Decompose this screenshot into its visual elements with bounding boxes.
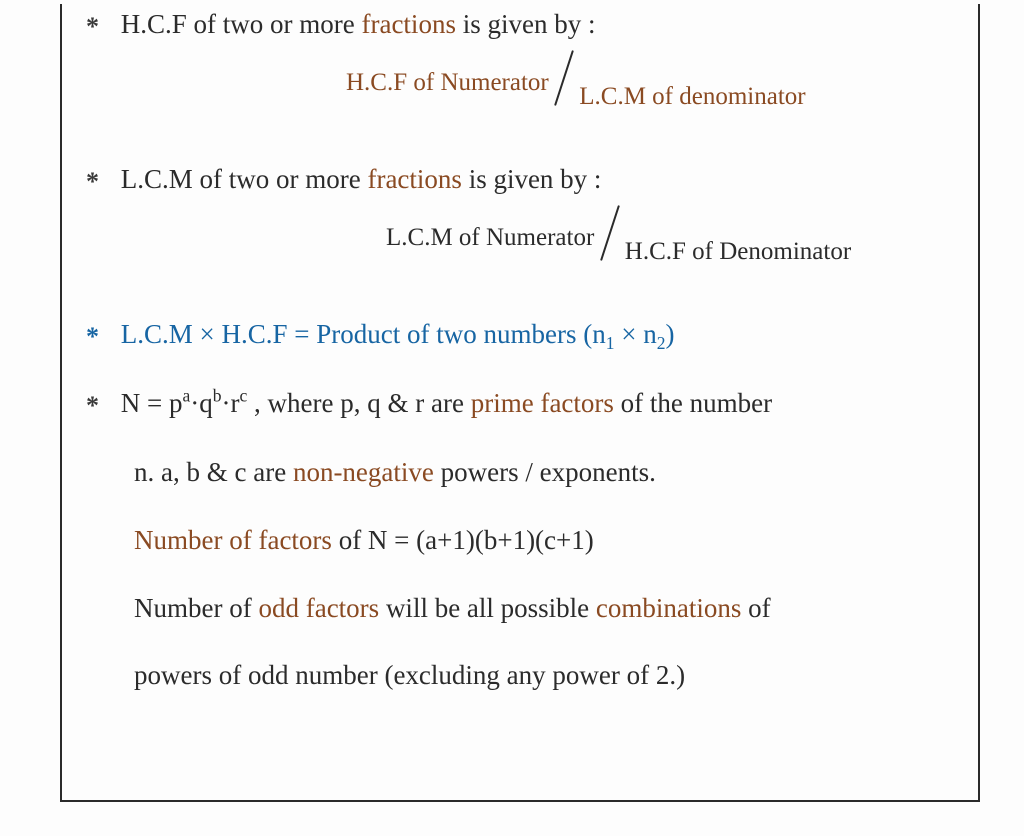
- rule4-sup-c: c: [240, 386, 248, 406]
- rule3-lhs: L.C.M × H.C.F: [121, 319, 288, 349]
- rule4-l4-b: odd factors: [258, 593, 379, 623]
- rule3-expr: (n1 × n2): [583, 319, 674, 349]
- rule2-formula-bot: H.C.F of Denominator: [625, 236, 851, 267]
- rule4-l4-d: combinations: [596, 593, 741, 623]
- rule2-heading: * L.C.M of two or more fractions is give…: [86, 163, 958, 198]
- rule4-line3: Number of factors of N = (a+1)(b+1)(c+1): [86, 524, 958, 558]
- rule4-r: ·r: [222, 388, 240, 418]
- rule4-line2: n. a, b & c are non-negative powers / ex…: [86, 456, 958, 490]
- spacer: [86, 490, 958, 524]
- rule3-rhs-text: Product of two numbers: [316, 319, 583, 349]
- rule1-text-a: H.C.F of two or more: [121, 9, 362, 39]
- rule1-formula: H.C.F of Numerator L.C.M of denominator: [86, 57, 958, 111]
- rule4-l1-d: of the number: [621, 388, 772, 418]
- bullet-icon: *: [86, 390, 114, 423]
- page: * H.C.F of two or more fractions is give…: [0, 0, 1024, 836]
- rule3-expr-open: (n: [583, 319, 606, 349]
- fraction-slash-icon: [555, 57, 573, 111]
- rule4-l3-b: of N = (a+1)(b+1)(c+1): [339, 525, 594, 555]
- rule4-l1-a: N = pa·qb·rc: [121, 388, 254, 418]
- rule4-l2-c: powers / exponents.: [441, 457, 656, 487]
- rule1-formula-top: H.C.F of Numerator: [346, 67, 549, 98]
- rule2-text-c: is given by :: [469, 164, 602, 194]
- rule2-formula: L.C.M of Numerator H.C.F of Denominator: [86, 212, 958, 266]
- bullet-icon: *: [86, 11, 114, 44]
- spacer: [86, 43, 958, 57]
- rule3-expr-mid: × n: [614, 319, 656, 349]
- spacer: [86, 198, 958, 212]
- rule4-l2-a: n. a, b & c are: [134, 457, 293, 487]
- rule2-fraction: L.C.M of Numerator H.C.F of Denominator: [386, 212, 851, 266]
- bullet-icon: *: [86, 166, 114, 199]
- rule4-line4: Number of odd factors will be all possib…: [86, 592, 958, 626]
- spacer: [86, 111, 958, 163]
- spacer: [86, 558, 958, 592]
- rule4-l5: powers of odd number (excluding any powe…: [134, 660, 685, 690]
- rule4-sup-b: b: [213, 386, 222, 406]
- rule4-l3-a: Number of factors: [134, 525, 332, 555]
- rule3-eq: =: [294, 319, 316, 349]
- spacer: [86, 266, 958, 318]
- rule4-l2-b: non-negative: [293, 457, 434, 487]
- rule1-text-b: fractions: [361, 9, 455, 39]
- note-frame: * H.C.F of two or more fractions is give…: [60, 4, 980, 802]
- rule3-expr-close: ): [665, 319, 674, 349]
- rule1-heading: * H.C.F of two or more fractions is give…: [86, 8, 958, 43]
- rule1-fraction: H.C.F of Numerator L.C.M of denominator: [346, 57, 806, 111]
- spacer: [86, 353, 958, 387]
- rule4-l4-e: of: [748, 593, 771, 623]
- rule2-text-a: L.C.M of two or more: [121, 164, 368, 194]
- bullet-icon: *: [86, 321, 114, 354]
- spacer: [86, 625, 958, 659]
- rule4-line1: * N = pa·qb·rc , where p, q & r are prim…: [86, 387, 958, 422]
- rule3-line: * L.C.M × H.C.F = Product of two numbers…: [86, 318, 958, 353]
- rule4-l1-b: , where p, q & r are: [254, 388, 471, 418]
- rule2-text-b: fractions: [367, 164, 461, 194]
- rule1-formula-bot: L.C.M of denominator: [579, 81, 805, 112]
- rule4-l4-c: will be all possible: [386, 593, 596, 623]
- rule4-l4-a: Number of: [134, 593, 258, 623]
- rule4-l1-c: prime factors: [471, 388, 614, 418]
- rule4-npq: N = p: [121, 388, 183, 418]
- rule4-q: ·q: [190, 388, 213, 418]
- rule1-text-c: is given by :: [463, 9, 596, 39]
- rule4-line5: powers of odd number (excluding any powe…: [86, 659, 958, 693]
- rule2-formula-top: L.C.M of Numerator: [386, 222, 594, 253]
- fraction-slash-icon: [601, 212, 619, 266]
- spacer: [86, 422, 958, 456]
